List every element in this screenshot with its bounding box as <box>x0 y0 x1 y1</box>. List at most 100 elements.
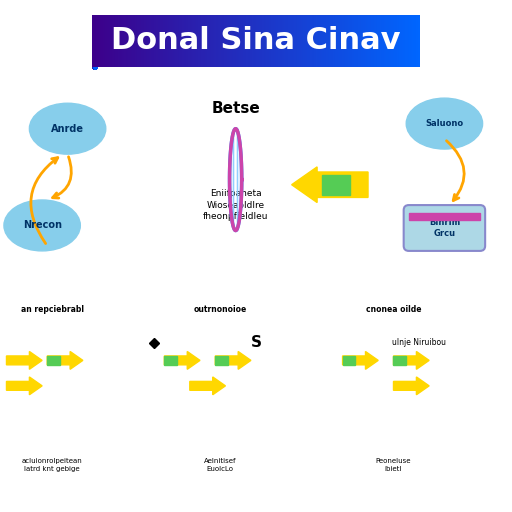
Bar <box>94 17 95 68</box>
Bar <box>94 17 95 68</box>
Bar <box>94 17 95 68</box>
Bar <box>94 17 95 68</box>
Bar <box>93 17 95 68</box>
Bar <box>94 17 95 68</box>
Bar <box>94 17 96 68</box>
Bar <box>94 17 95 68</box>
Bar <box>94 17 96 68</box>
Bar <box>94 17 96 68</box>
Bar <box>94 17 95 68</box>
Bar <box>94 17 95 68</box>
FancyBboxPatch shape <box>403 205 485 251</box>
Bar <box>94 17 95 68</box>
Bar <box>94 17 95 68</box>
Bar <box>93 17 95 68</box>
FancyArrow shape <box>190 377 225 395</box>
Bar <box>93 17 95 68</box>
Bar <box>93 17 95 68</box>
Bar <box>94 17 96 68</box>
Text: ulnje Niruibou: ulnje Niruibou <box>392 338 446 347</box>
Bar <box>94 17 95 68</box>
Bar <box>94 17 95 68</box>
Bar <box>94 17 95 68</box>
FancyArrow shape <box>215 351 251 369</box>
Bar <box>94 17 96 68</box>
Bar <box>93 17 95 68</box>
Bar <box>94 17 96 68</box>
Bar <box>93 17 95 68</box>
Bar <box>93 17 95 68</box>
Bar <box>94 17 96 68</box>
Bar <box>94 17 96 68</box>
Bar <box>94 17 95 68</box>
Bar <box>93 17 95 68</box>
Bar <box>94 17 95 68</box>
Bar <box>93 17 95 68</box>
Bar <box>93 17 95 68</box>
FancyArrow shape <box>343 351 378 369</box>
Bar <box>93 17 95 68</box>
Bar <box>93 17 95 68</box>
Bar <box>93 17 95 68</box>
Bar <box>94 17 95 68</box>
Bar <box>94 17 95 68</box>
Text: outrnonoioe: outrnonoioe <box>194 305 247 314</box>
Bar <box>93 17 95 68</box>
Bar <box>94 17 95 68</box>
Bar <box>93 17 95 68</box>
Bar <box>94 17 95 68</box>
Bar <box>94 17 96 68</box>
Bar <box>93 17 95 68</box>
Bar <box>94 17 95 68</box>
Bar <box>93 17 95 68</box>
Text: Blnrim
Grcu: Blnrim Grcu <box>429 218 460 238</box>
Bar <box>94 17 95 68</box>
Bar <box>94 17 95 68</box>
Bar <box>93 17 95 68</box>
Bar <box>94 17 95 68</box>
Bar <box>394 356 406 365</box>
Bar <box>93 17 95 68</box>
FancyArrow shape <box>7 377 42 395</box>
Bar <box>93 17 95 68</box>
Bar <box>93 17 95 68</box>
Bar <box>94 17 95 68</box>
Bar <box>93 17 95 68</box>
Bar <box>93 17 95 68</box>
Ellipse shape <box>406 98 483 149</box>
Bar <box>93 17 95 68</box>
Bar <box>94 17 95 68</box>
Bar <box>94 17 96 68</box>
Bar <box>93 17 95 68</box>
Bar <box>94 17 96 68</box>
Bar <box>93 17 95 68</box>
Bar <box>93 17 95 68</box>
Bar <box>94 17 95 68</box>
Bar <box>94 17 95 68</box>
Bar <box>94 17 95 68</box>
Bar <box>93 17 95 68</box>
Bar <box>94 17 96 68</box>
Bar <box>93 17 95 68</box>
Bar <box>93 17 95 68</box>
Bar <box>94 17 95 68</box>
Text: Anrde: Anrde <box>51 124 84 134</box>
Bar <box>94 17 96 68</box>
Bar <box>94 17 96 68</box>
Bar <box>93 17 95 68</box>
Bar <box>93 17 95 68</box>
Bar <box>94 17 95 68</box>
Bar <box>93 17 95 68</box>
Bar <box>94 17 95 68</box>
Text: Nrecon: Nrecon <box>23 221 61 230</box>
Bar <box>94 17 95 68</box>
Bar <box>94 17 95 68</box>
Bar <box>94 17 96 68</box>
Bar <box>93 17 95 68</box>
Bar <box>94 17 96 68</box>
FancyArrow shape <box>394 351 429 369</box>
Bar <box>94 17 96 68</box>
Bar <box>94 17 95 68</box>
Bar <box>94 17 95 68</box>
Text: Betse: Betse <box>211 101 260 116</box>
